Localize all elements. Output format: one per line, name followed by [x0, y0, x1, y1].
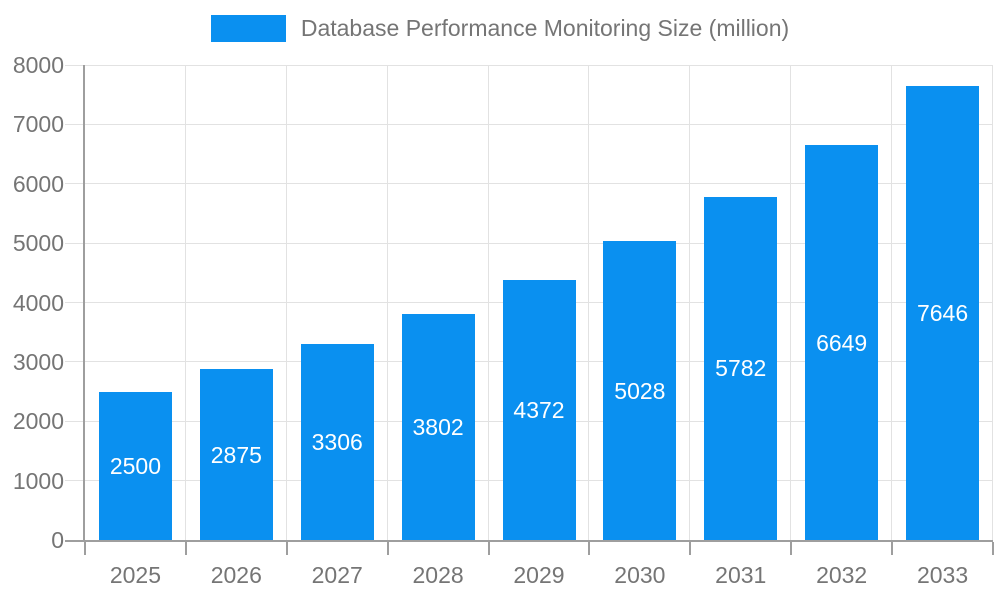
x-axis-tick-label: 2028	[412, 562, 464, 588]
x-axis-tick	[285, 542, 288, 555]
bar-value-label: 2500	[109, 452, 162, 479]
gridline-vertical	[689, 65, 691, 540]
bar[interactable]	[906, 86, 980, 540]
bar[interactable]	[603, 241, 677, 540]
gridline-vertical	[588, 65, 590, 540]
x-axis-tick-label: 2031	[715, 562, 767, 588]
bar[interactable]	[805, 145, 879, 540]
gridline-horizontal	[85, 183, 993, 185]
y-axis-tick	[65, 302, 83, 303]
legend-label: Database Performance Monitoring Size (mi…	[300, 14, 790, 41]
y-axis-tick	[65, 540, 83, 542]
bar[interactable]	[98, 391, 172, 540]
bar-value-label: 2875	[210, 441, 262, 468]
y-axis-tick	[65, 64, 83, 66]
y-axis-tick-label: 7000	[12, 111, 64, 138]
bar-value-label: 6649	[816, 329, 868, 356]
y-axis-tick	[65, 242, 83, 244]
y-axis-tick	[65, 361, 83, 363]
x-axis-tick-label: 2030	[614, 562, 666, 588]
bar[interactable]	[300, 343, 374, 540]
x-axis-tick-label: 2032	[816, 562, 868, 588]
gridline-vertical	[386, 65, 388, 540]
gridline-horizontal	[85, 64, 993, 66]
x-axis-tick-label: 2033	[916, 562, 969, 588]
x-axis-tick	[891, 542, 894, 555]
y-axis-tick	[65, 123, 83, 125]
gridline-horizontal	[85, 242, 993, 244]
x-axis-tick-label: 2029	[513, 562, 565, 588]
y-axis-tick-label: 2000	[12, 408, 64, 435]
gridline-horizontal	[85, 123, 993, 125]
bar[interactable]	[401, 314, 475, 540]
bar-value-label: 3306	[311, 428, 363, 455]
plot-area: 0 1000 2000 3000 4000 5000 6000 7000 8000 2500 202…	[13, 52, 994, 588]
legend-color-swatch	[210, 14, 286, 42]
legend[interactable]: Database Performance Monitoring Size (mi…	[0, 13, 1000, 43]
x-axis-tick	[588, 542, 591, 555]
y-axis-tick-label: 3000	[12, 348, 64, 375]
gridline-vertical	[487, 65, 489, 540]
gridline-vertical	[891, 65, 893, 540]
x-axis-tick-label: 2027	[311, 562, 363, 588]
gridline-vertical	[184, 65, 186, 540]
bar-value-label: 7646	[916, 300, 969, 326]
x-axis-tick	[84, 542, 86, 555]
gridline-vertical	[285, 65, 287, 540]
y-axis-tick-label: 8000	[12, 52, 64, 78]
y-axis-tick-label: 4000	[12, 289, 64, 316]
x-axis-tick	[790, 542, 793, 555]
y-axis-tick	[65, 420, 83, 422]
bar-value-label: 4372	[513, 397, 565, 424]
x-axis-tick	[386, 542, 389, 555]
y-axis-tick-label: 5000	[12, 230, 64, 257]
bar-value-label: 3802	[412, 414, 464, 441]
y-axis-tick-label: 0	[51, 527, 64, 553]
x-axis-tick	[184, 542, 187, 555]
y-axis-tick-label: 1000	[12, 467, 64, 494]
bar-value-label: 5782	[715, 355, 767, 382]
gridline-vertical	[992, 65, 993, 540]
bar[interactable]	[704, 196, 778, 540]
bar[interactable]	[502, 280, 576, 540]
y-axis-tick-label: 6000	[12, 170, 64, 197]
x-axis-tick-label: 2025	[109, 562, 162, 588]
bar[interactable]	[199, 369, 273, 540]
x-axis-tick	[689, 542, 692, 555]
y-axis-tick	[65, 480, 83, 482]
bar-value-label: 5028	[614, 377, 666, 404]
gridline-vertical	[790, 65, 792, 540]
x-axis-tick-label: 2026	[210, 562, 262, 588]
x-axis-tick	[992, 542, 994, 555]
x-axis-tick	[487, 542, 490, 555]
y-axis-tick	[65, 183, 83, 185]
